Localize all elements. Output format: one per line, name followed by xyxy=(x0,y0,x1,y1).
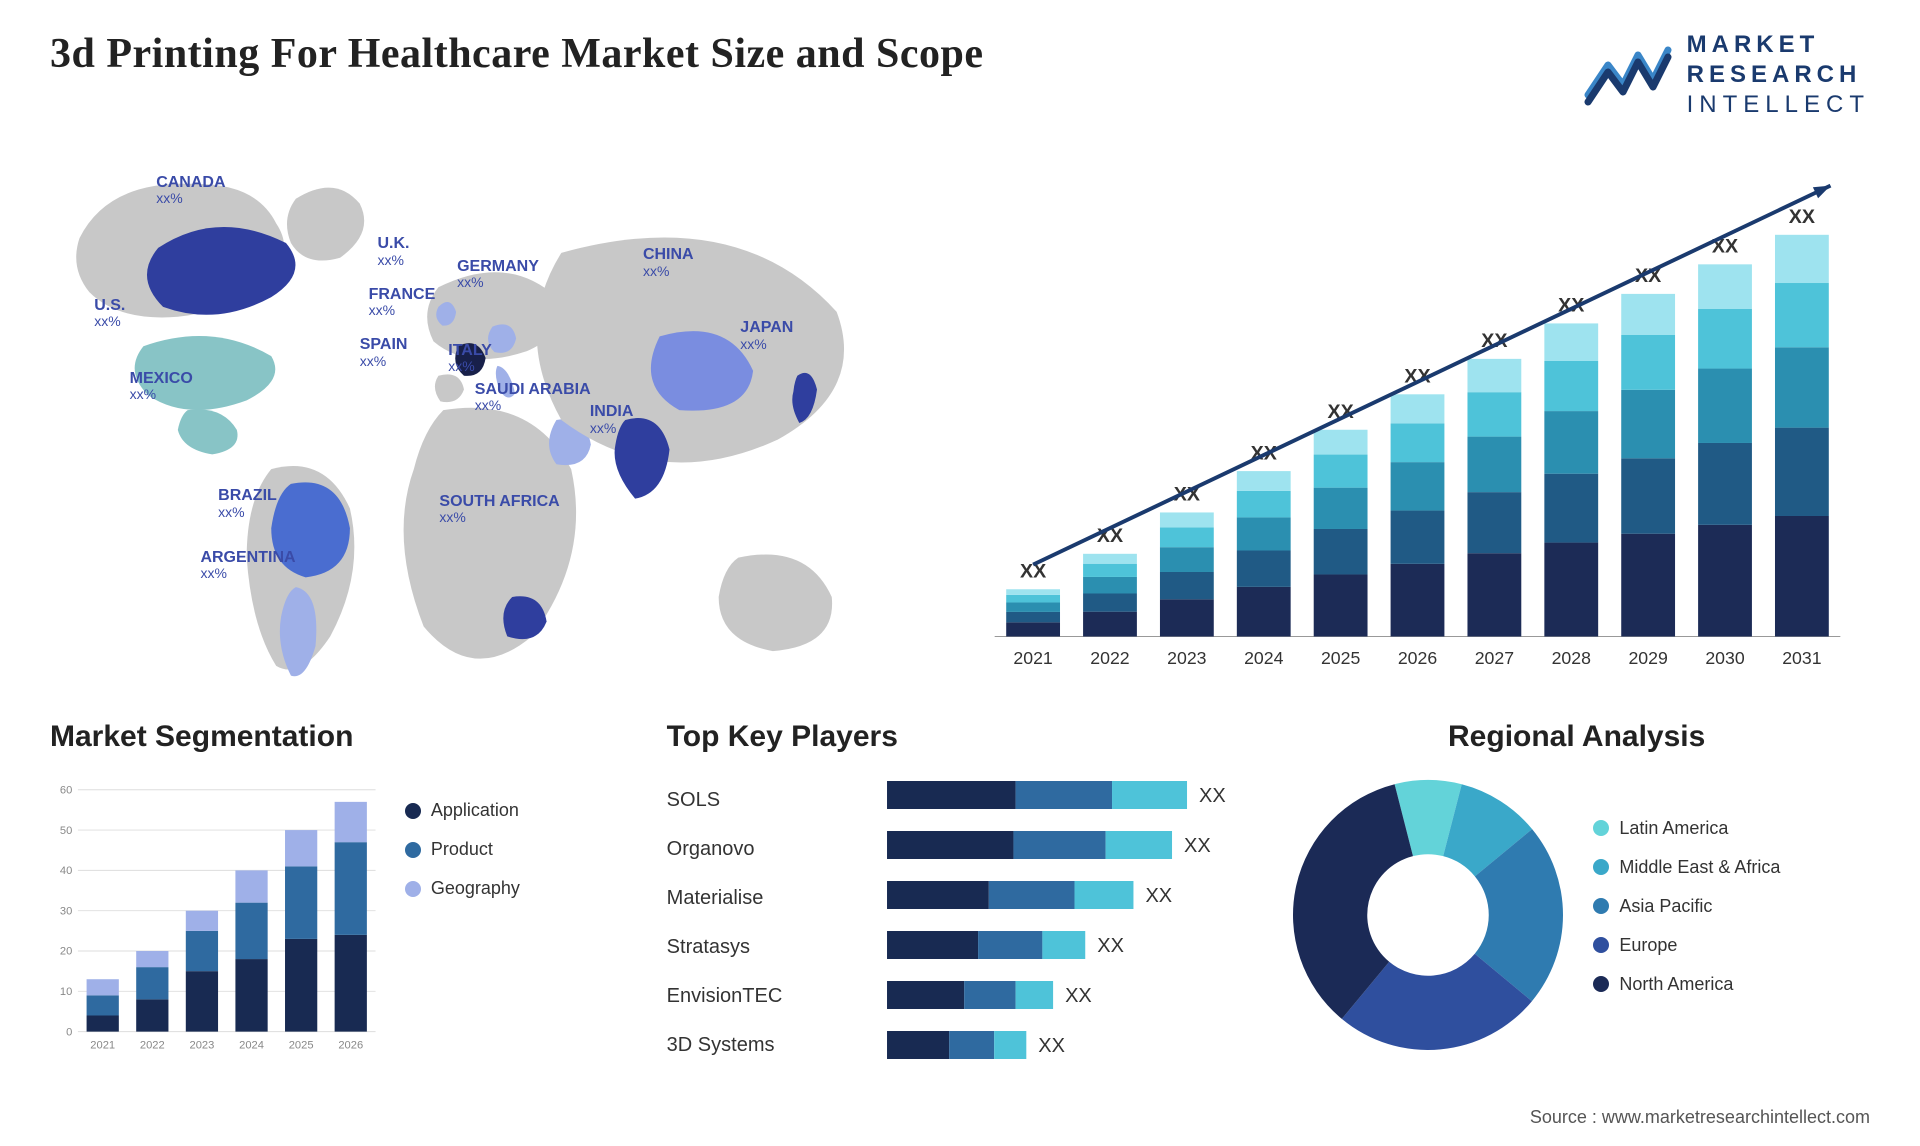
svg-text:30: 30 xyxy=(60,905,72,917)
legend-label: Middle East & Africa xyxy=(1619,857,1780,878)
svg-text:2031: 2031 xyxy=(1782,648,1821,668)
segmentation-chart: 0 10 20 30 40 50 60 2021 2022 2023 2024 2025 2026 xyxy=(50,770,385,1070)
legend-label: Product xyxy=(431,839,493,860)
segmentation-legend-item: Geography xyxy=(405,878,637,899)
svg-text:XX: XX xyxy=(1789,206,1815,228)
growth-chart-panel: XX2021XX2022XX2023XX2024XX2025XX2026XX20… xyxy=(965,140,1870,700)
legend-dot-icon xyxy=(1593,859,1609,875)
player-name: Stratasys xyxy=(667,936,872,959)
regional-legend-item: Middle East & Africa xyxy=(1593,857,1870,878)
map-label-south-africa: SOUTH AFRICAxx% xyxy=(439,493,559,526)
svg-text:2022: 2022 xyxy=(140,1039,165,1051)
svg-text:60: 60 xyxy=(60,784,72,796)
svg-text:2025: 2025 xyxy=(1321,648,1361,668)
svg-text:2023: 2023 xyxy=(190,1039,215,1051)
segmentation-legend-item: Product xyxy=(405,839,637,860)
players-bars-chart: XX XX XX XX XX XX xyxy=(881,770,1253,1070)
svg-text:2022: 2022 xyxy=(1090,648,1129,668)
svg-text:XX: XX xyxy=(1146,885,1173,907)
svg-text:XX: XX xyxy=(1098,935,1125,957)
player-name: SOLS xyxy=(667,789,872,812)
players-section: Top Key Players SOLSOrganovoMaterialiseS… xyxy=(667,720,1254,1100)
growth-chart-svg: XX2021XX2022XX2023XX2024XX2025XX2026XX20… xyxy=(975,160,1860,700)
logo-line1: MARKET xyxy=(1687,30,1870,60)
segmentation-legend: Application Product Geography xyxy=(405,770,637,917)
svg-text:2021: 2021 xyxy=(90,1039,115,1051)
svg-text:0: 0 xyxy=(66,1026,72,1038)
svg-text:2029: 2029 xyxy=(1628,648,1667,668)
svg-text:2027: 2027 xyxy=(1475,648,1514,668)
svg-text:2026: 2026 xyxy=(1398,648,1438,668)
segmentation-title: Market Segmentation xyxy=(50,720,637,754)
player-name: 3D Systems xyxy=(667,1034,872,1057)
logo-icon xyxy=(1583,40,1673,110)
svg-text:10: 10 xyxy=(60,986,72,998)
map-label-india: INDIAxx% xyxy=(590,403,634,436)
map-label-brazil: BRAZILxx% xyxy=(218,487,277,520)
map-label-u-k-: U.K.xx% xyxy=(377,235,409,268)
regional-legend-item: North America xyxy=(1593,974,1870,995)
svg-text:2021: 2021 xyxy=(1013,648,1052,668)
logo-line3: INTELLECT xyxy=(1687,90,1870,120)
svg-text:2023: 2023 xyxy=(1167,648,1207,668)
svg-text:XX: XX xyxy=(1199,785,1226,807)
svg-text:XX: XX xyxy=(1065,985,1092,1007)
regional-title: Regional Analysis xyxy=(1283,720,1870,754)
svg-text:2030: 2030 xyxy=(1705,648,1745,668)
map-label-saudi-arabia: SAUDI ARABIAxx% xyxy=(475,381,591,414)
legend-dot-icon xyxy=(405,803,421,819)
svg-text:2024: 2024 xyxy=(1244,648,1284,668)
regional-donut xyxy=(1283,770,1573,1060)
segmentation-section: Market Segmentation 0 10 20 30 40 50 60 2021 202… xyxy=(50,720,637,1100)
map-label-italy: ITALYxx% xyxy=(448,342,492,375)
svg-text:2025: 2025 xyxy=(289,1039,314,1051)
map-label-argentina: ARGENTINAxx% xyxy=(200,549,295,582)
map-label-spain: SPAINxx% xyxy=(360,336,408,369)
svg-text:XX: XX xyxy=(1184,835,1211,857)
legend-label: North America xyxy=(1619,974,1733,995)
svg-text:2026: 2026 xyxy=(338,1039,363,1051)
legend-label: Asia Pacific xyxy=(1619,896,1712,917)
map-label-france: FRANCExx% xyxy=(369,286,436,319)
source-attribution: Source : www.marketresearchintellect.com xyxy=(1530,1107,1870,1128)
legend-label: Latin America xyxy=(1619,818,1728,839)
world-map-panel: CANADAxx% U.S.xx% MEXICOxx% BRAZILxx% ARGENT… xyxy=(50,140,935,700)
map-label-germany: GERMANYxx% xyxy=(457,258,539,291)
players-names-list: SOLS Organovo Materialise Stratasys Envision… xyxy=(667,770,872,1070)
svg-text:XX: XX xyxy=(1039,1035,1066,1057)
svg-text:50: 50 xyxy=(60,825,72,837)
legend-dot-icon xyxy=(1593,898,1609,914)
regional-legend: Latin America Middle East & Africa Asia Pa… xyxy=(1593,818,1870,1013)
brand-logo: MARKET RESEARCH INTELLECT xyxy=(1583,30,1870,120)
map-label-china: CHINAxx% xyxy=(643,246,694,279)
legend-label: Europe xyxy=(1619,935,1677,956)
player-name: EnvisionTEC xyxy=(667,985,872,1008)
page-title: 3d Printing For Healthcare Market Size a… xyxy=(50,30,984,78)
svg-text:40: 40 xyxy=(60,865,72,877)
players-title: Top Key Players xyxy=(667,720,1254,754)
svg-text:2028: 2028 xyxy=(1552,648,1592,668)
player-name: Organovo xyxy=(667,838,872,861)
map-label-u-s-: U.S.xx% xyxy=(94,297,125,330)
svg-text:20: 20 xyxy=(60,946,72,958)
map-label-japan: JAPANxx% xyxy=(740,319,793,352)
map-label-mexico: MEXICOxx% xyxy=(130,370,193,403)
regional-legend-item: Europe xyxy=(1593,935,1870,956)
segmentation-legend-item: Application xyxy=(405,800,637,821)
logo-line2: RESEARCH xyxy=(1687,60,1870,90)
legend-dot-icon xyxy=(1593,820,1609,836)
map-label-canada: CANADAxx% xyxy=(156,174,225,207)
legend-dot-icon xyxy=(1593,937,1609,953)
legend-dot-icon xyxy=(1593,976,1609,992)
legend-dot-icon xyxy=(405,842,421,858)
legend-label: Application xyxy=(431,800,519,821)
regional-legend-item: Asia Pacific xyxy=(1593,896,1870,917)
legend-dot-icon xyxy=(405,881,421,897)
regional-section: Regional Analysis Latin America Middle Ea… xyxy=(1283,720,1870,1100)
world-map-svg xyxy=(50,140,935,700)
svg-text:2024: 2024 xyxy=(239,1039,264,1051)
player-name: Materialise xyxy=(667,887,872,910)
regional-legend-item: Latin America xyxy=(1593,818,1870,839)
legend-label: Geography xyxy=(431,878,520,899)
